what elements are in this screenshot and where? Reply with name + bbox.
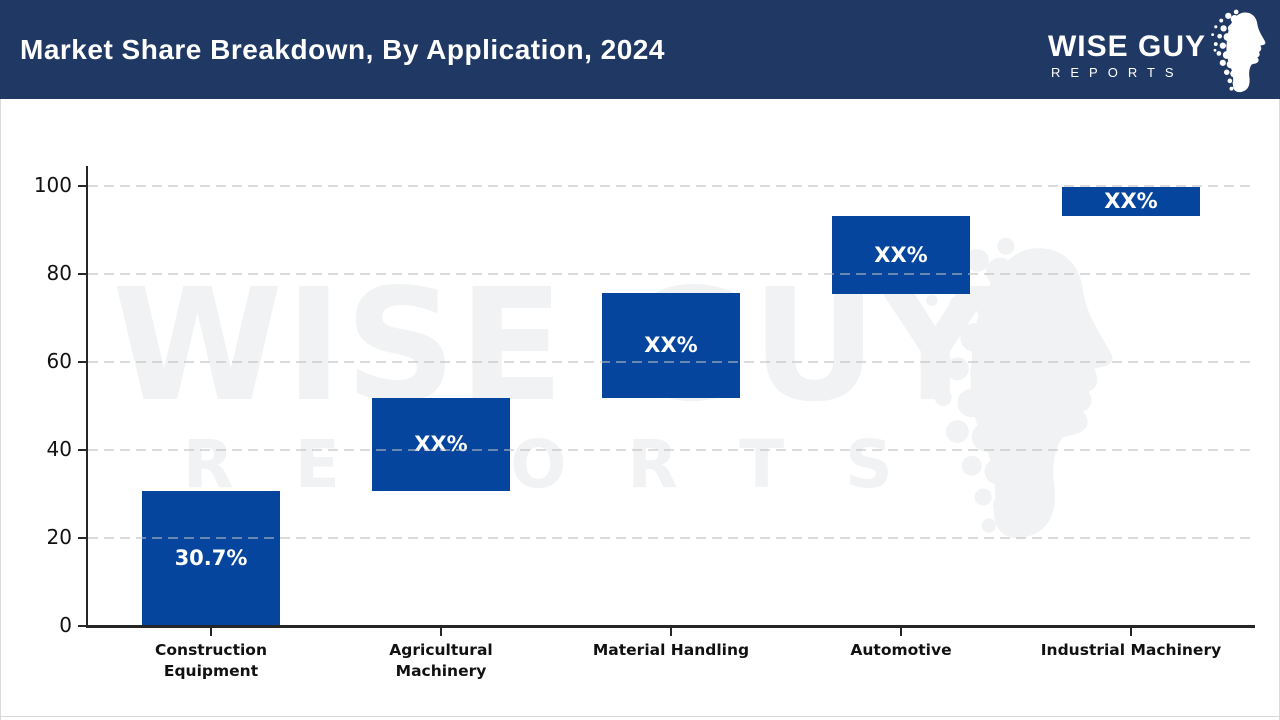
bar: XX% <box>372 398 510 491</box>
header-bar <box>0 0 1280 99</box>
figure-border-bottom <box>0 716 1280 717</box>
x-tick <box>900 628 902 636</box>
y-tick-label: 100 <box>33 173 72 197</box>
gridline <box>88 185 1255 187</box>
bar: XX% <box>832 215 970 294</box>
bar: 30.7% <box>142 490 280 626</box>
y-tick-label: 0 <box>59 613 72 637</box>
gridline <box>88 449 1255 451</box>
x-tick <box>670 628 672 636</box>
y-tick-label: 80 <box>46 261 72 285</box>
y-axis-line <box>86 166 88 627</box>
figure-border-left <box>0 99 1 720</box>
x-category-label: Automotive <box>850 641 952 659</box>
logo-subtitle: REPORTS <box>1050 65 1184 80</box>
wiseguy-logo: WISE GUY REPORTS <box>1048 8 1274 102</box>
gridline <box>88 273 1255 275</box>
bar: XX% <box>602 292 740 398</box>
bar-value-label: XX% <box>644 333 698 358</box>
y-tick-label: 60 <box>46 349 72 373</box>
logo-wordmark: WISE GUY <box>1047 30 1206 63</box>
y-tick-label: 20 <box>46 525 72 549</box>
bar-value-label: 30.7% <box>174 546 248 571</box>
watermark-text: WISE GUY <box>112 255 994 436</box>
x-tick <box>1130 628 1132 636</box>
x-category-label: Industrial Machinery <box>1040 641 1222 659</box>
y-tick <box>78 185 86 187</box>
bar: XX% <box>1062 186 1200 216</box>
page-title: Market Share Breakdown, By Application, … <box>20 33 665 65</box>
y-tick <box>78 449 86 451</box>
watermark-reports-text: R E P O R T S <box>183 426 912 503</box>
bar-value-label: XX% <box>874 242 928 267</box>
logo-text: WISE GUY REPORTS <box>1048 30 1206 80</box>
bar-value-label: XX% <box>414 432 468 457</box>
y-tick <box>78 273 86 275</box>
x-tick <box>210 628 212 636</box>
x-category-label: Agricultural Machinery <box>389 641 493 680</box>
bar-value-label: XX% <box>1104 189 1158 214</box>
y-tick-label: 40 <box>46 437 72 461</box>
x-category-label: Material Handling <box>592 641 750 659</box>
y-tick <box>78 361 86 363</box>
y-tick <box>78 625 86 627</box>
logo-face-icon <box>1211 9 1266 93</box>
y-tick <box>78 537 86 539</box>
x-axis-line <box>86 625 1255 628</box>
gridline <box>88 361 1255 363</box>
x-tick <box>440 628 442 636</box>
x-category-label: Construction Equipment <box>155 641 267 680</box>
gridline <box>88 537 1255 539</box>
